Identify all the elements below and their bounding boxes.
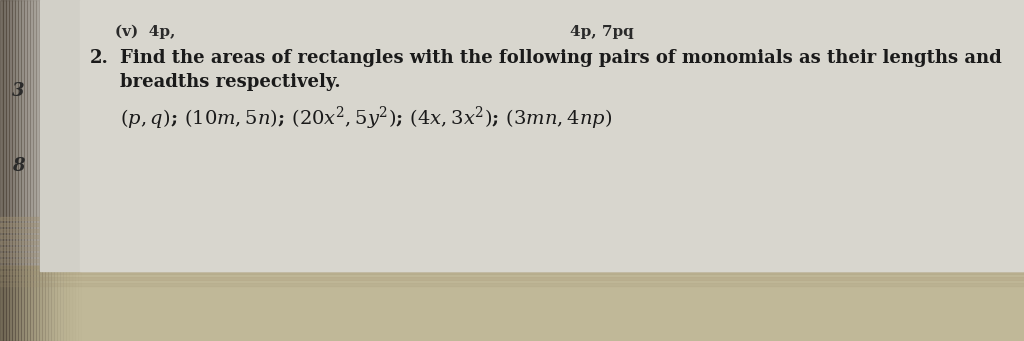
Bar	[0, 253, 1024, 256]
Bar	[0, 271, 1024, 274]
Text: 3: 3	[11, 82, 25, 100]
Text: Find the areas of rectangles with the following pairs of monomials as their leng: Find the areas of rectangles with the fo…	[120, 49, 1001, 67]
Bar	[0, 277, 1024, 280]
Bar	[60, 0, 63, 341]
Bar	[66, 0, 69, 341]
Text: 4p, 7pq: 4p, 7pq	[570, 25, 634, 39]
Bar	[45, 0, 48, 341]
Bar	[42, 0, 45, 341]
Bar	[0, 235, 1024, 238]
Bar	[0, 283, 1024, 286]
Bar	[24, 0, 27, 341]
Bar	[0, 223, 1024, 226]
Bar	[63, 0, 66, 341]
Bar	[0, 266, 1024, 341]
Bar	[57, 0, 60, 341]
Bar	[40, 0, 1024, 271]
Bar	[80, 0, 1024, 271]
Bar	[33, 0, 36, 341]
Text: breadths respectively.: breadths respectively.	[120, 73, 341, 91]
Bar	[0, 241, 1024, 244]
Bar	[6, 0, 9, 341]
Bar	[69, 0, 72, 341]
Bar	[0, 259, 1024, 262]
Bar	[75, 0, 78, 341]
Bar	[36, 0, 39, 341]
Text: (v)  4p,: (v) 4p,	[115, 25, 175, 40]
Bar	[84, 0, 87, 341]
Bar	[0, 265, 1024, 268]
Bar	[72, 0, 75, 341]
Text: $(p, q)$; $(10m, 5n)$; $(20x^2, 5y^2)$; $(4x, 3x^2)$; $(3mn, 4np)$: $(p, q)$; $(10m, 5n)$; $(20x^2, 5y^2)$; …	[120, 105, 612, 132]
Bar	[27, 0, 30, 341]
Bar	[39, 0, 42, 341]
Bar	[0, 229, 1024, 232]
Bar	[0, 217, 1024, 220]
Bar	[15, 0, 18, 341]
Bar	[54, 0, 57, 341]
Bar	[22, 0, 24, 341]
Text: 8: 8	[11, 157, 25, 175]
Bar	[81, 0, 84, 341]
Bar	[12, 0, 15, 341]
Bar	[9, 0, 12, 341]
Bar	[78, 0, 81, 341]
Bar	[0, 0, 1024, 281]
Bar	[51, 0, 54, 341]
Bar	[0, 0, 3, 341]
Text: 2.: 2.	[90, 49, 109, 67]
Bar	[0, 247, 1024, 250]
Bar	[48, 0, 51, 341]
Bar	[3, 0, 6, 341]
Bar	[18, 0, 22, 341]
Bar	[30, 0, 33, 341]
Bar	[87, 0, 90, 341]
